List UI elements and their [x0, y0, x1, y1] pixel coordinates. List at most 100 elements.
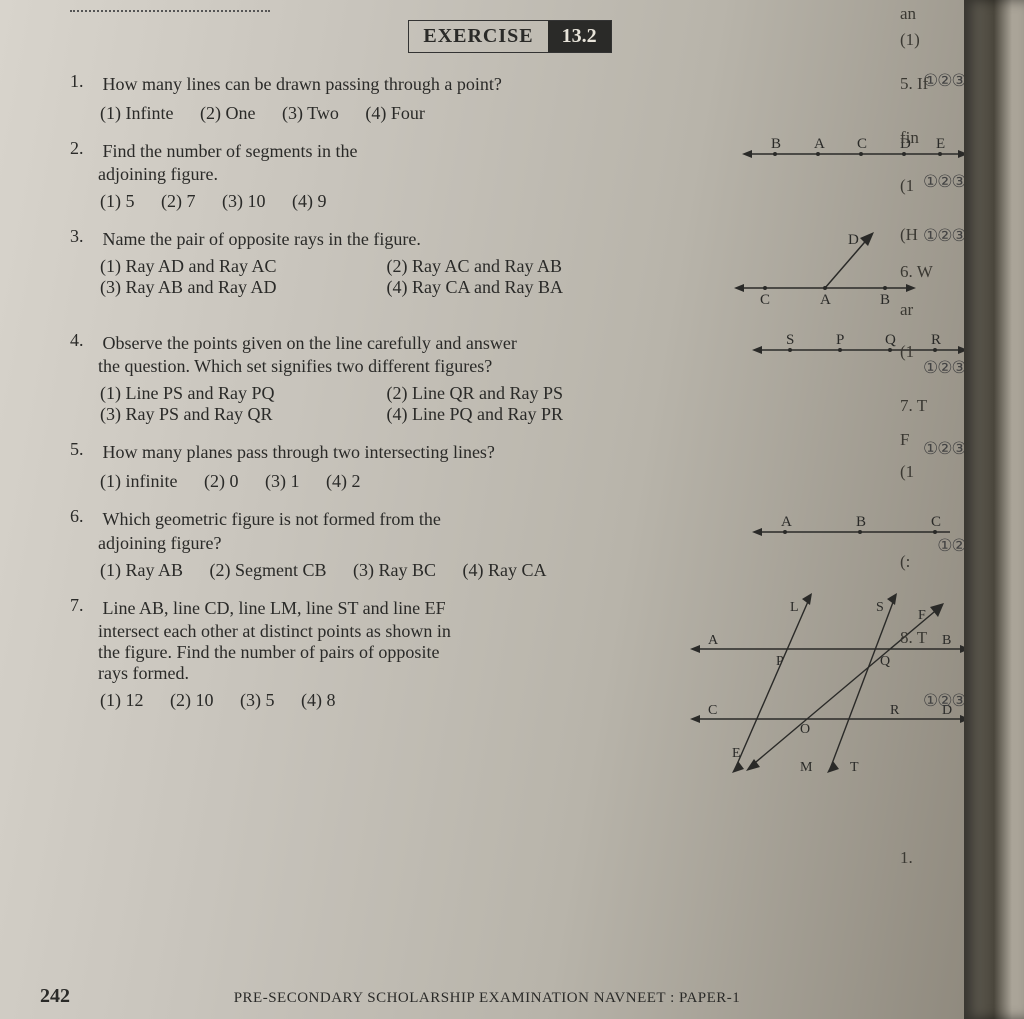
q5-o4: (4) 2 — [326, 471, 361, 492]
svg-text:B: B — [880, 292, 890, 306]
q4-o2: (2) Line QR and Ray PS — [387, 383, 563, 404]
margin-f: F — [900, 430, 909, 450]
exercise-number: 13.2 — [548, 21, 611, 52]
svg-text:A: A — [820, 292, 831, 306]
q3-o3: (3) Ray AB and Ray AD — [100, 277, 360, 298]
question-7: 7. Line AB, line CD, line LM, line ST an… — [70, 595, 950, 711]
q3-o4: (4) Ray CA and Ray BA — [387, 277, 563, 298]
page-body: EXERCISE 13.2 1. How many lines can be d… — [30, 0, 970, 1019]
q2-o3: (3) 10 — [222, 191, 266, 212]
svg-text:O: O — [800, 722, 810, 737]
q6-options: (1) Ray AB (2) Segment CB (3) Ray BC (4)… — [100, 560, 950, 581]
svg-text:A: A — [781, 514, 792, 530]
exercise-label: EXERCISE — [409, 21, 547, 52]
svg-text:M: M — [800, 760, 813, 775]
q1-options: (1) Infinte (2) One (3) Two (4) Four — [100, 103, 950, 124]
svg-text:A: A — [814, 136, 825, 152]
q3-text: Name the pair of opposite rays in the fi… — [103, 226, 663, 252]
q7-o1: (1) 12 — [100, 690, 144, 711]
q3-num: 3. — [70, 226, 98, 247]
svg-text:E: E — [732, 746, 741, 761]
svg-text:C: C — [708, 703, 717, 718]
svg-text:S: S — [786, 332, 794, 348]
svg-text:L: L — [790, 600, 799, 615]
q5-o1: (1) infinite — [100, 471, 177, 492]
margin-6w: 6. W — [900, 262, 933, 282]
svg-text:P: P — [836, 332, 844, 348]
q1-o3: (3) Two — [282, 103, 339, 124]
question-2: 2. Find the number of segments in the ad… — [70, 138, 950, 212]
margin-1dot: 1. — [900, 848, 913, 868]
margin-5if: 5. If — [900, 74, 928, 94]
q7-num: 7. — [70, 595, 98, 616]
q7-o3: (3) 5 — [240, 690, 275, 711]
q5-o3: (3) 1 — [265, 471, 300, 492]
exercise-box: EXERCISE 13.2 — [408, 20, 611, 53]
q4-o1: (1) Line PS and Ray PQ — [100, 383, 360, 404]
svg-text:B: B — [856, 514, 866, 530]
q5-text: How many planes pass through two interse… — [103, 439, 903, 465]
q2-num: 2. — [70, 138, 98, 159]
q6-o4: (4) Ray CA — [463, 560, 547, 581]
question-3: 3. Name the pair of opposite rays in the… — [70, 226, 950, 298]
question-1: 1. How many lines can be drawn passing t… — [70, 71, 950, 124]
svg-text:S: S — [876, 600, 884, 615]
margin-colon: (: — [900, 552, 910, 572]
margin-ar: ar — [900, 300, 913, 320]
q3-figure: C A B D — [730, 226, 920, 306]
svg-text:C: C — [760, 292, 770, 306]
book-spine — [964, 0, 1024, 1019]
q5-num: 5. — [70, 439, 98, 460]
svg-text:B: B — [771, 136, 781, 152]
q7-text-b: intersect each other at distinct points … — [98, 621, 618, 642]
q7-o2: (2) 10 — [170, 690, 214, 711]
svg-text:C: C — [857, 136, 867, 152]
margin-7t: 7. T — [900, 396, 927, 416]
q6-text-a: Which geometric figure is not formed fro… — [103, 506, 663, 532]
page-footer: 242 PRE-SECONDARY SCHOLARSHIP EXAMINATIO… — [40, 985, 934, 1007]
margin-h: (H — [900, 225, 918, 245]
q7-o4: (4) 8 — [301, 690, 336, 711]
margin-1b: (1 — [900, 176, 914, 196]
footer-text: PRE-SECONDARY SCHOLARSHIP EXAMINATION NA… — [40, 990, 934, 1007]
q2-o1: (1) 5 — [100, 191, 135, 212]
q7-text-a: Line AB, line CD, line LM, line ST and l… — [103, 595, 623, 621]
margin-fin: fin — [900, 128, 919, 148]
svg-text:D: D — [848, 232, 859, 248]
q6-o1: (1) Ray AB — [100, 560, 183, 581]
q7-text-c: the figure. Find the number of pairs of … — [98, 642, 618, 663]
q1-o1: (1) Infinte — [100, 103, 173, 124]
q1-o2: (2) One — [200, 103, 255, 124]
q5-o2: (2) 0 — [204, 471, 239, 492]
q3-o1: (1) Ray AD and Ray AC — [100, 256, 360, 277]
question-5: 5. How many planes pass through two inte… — [70, 439, 950, 492]
svg-text:Q: Q — [880, 654, 890, 669]
right-margin-fragments: an (1) 5. If fin (1 (H 6. W ar (1 7. T F… — [894, 0, 964, 1019]
q2-o4: (4) 9 — [292, 191, 327, 212]
q4-text-a: Observe the points given on the line car… — [103, 330, 663, 356]
q4-options: (1) Line PS and Ray PQ (2) Line QR and R… — [100, 383, 950, 425]
q4-o4: (4) Line PQ and Ray PR — [387, 404, 563, 425]
page-number: 242 — [40, 985, 70, 1007]
margin-an: an — [900, 4, 916, 24]
top-dotted-rule — [70, 10, 270, 12]
q7-text-d: rays formed. — [98, 663, 618, 684]
exercise-heading: EXERCISE 13.2 — [70, 20, 950, 53]
svg-text:T: T — [850, 760, 859, 775]
q1-text: How many lines can be drawn passing thro… — [103, 71, 903, 97]
q2-options: (1) 5 (2) 7 (3) 10 (4) 9 — [100, 191, 950, 212]
q6-num: 6. — [70, 506, 98, 527]
margin-1d: (1 — [900, 462, 914, 482]
q4-num: 4. — [70, 330, 98, 351]
margin-1a: (1) — [900, 30, 920, 50]
q5-options: (1) infinite (2) 0 (3) 1 (4) 2 — [100, 471, 950, 492]
q2-o2: (2) 7 — [161, 191, 196, 212]
svg-text:P: P — [776, 654, 784, 669]
q3-o2: (2) Ray AC and Ray AB — [387, 256, 563, 277]
margin-8t: 8. T — [900, 628, 927, 648]
q6-o3: (3) Ray BC — [353, 560, 436, 581]
question-6: 6. Which geometric figure is not formed … — [70, 506, 950, 580]
svg-text:A: A — [708, 633, 719, 648]
question-4: 4. Observe the points given on the line … — [70, 330, 950, 425]
margin-1c: (1 — [900, 342, 914, 362]
